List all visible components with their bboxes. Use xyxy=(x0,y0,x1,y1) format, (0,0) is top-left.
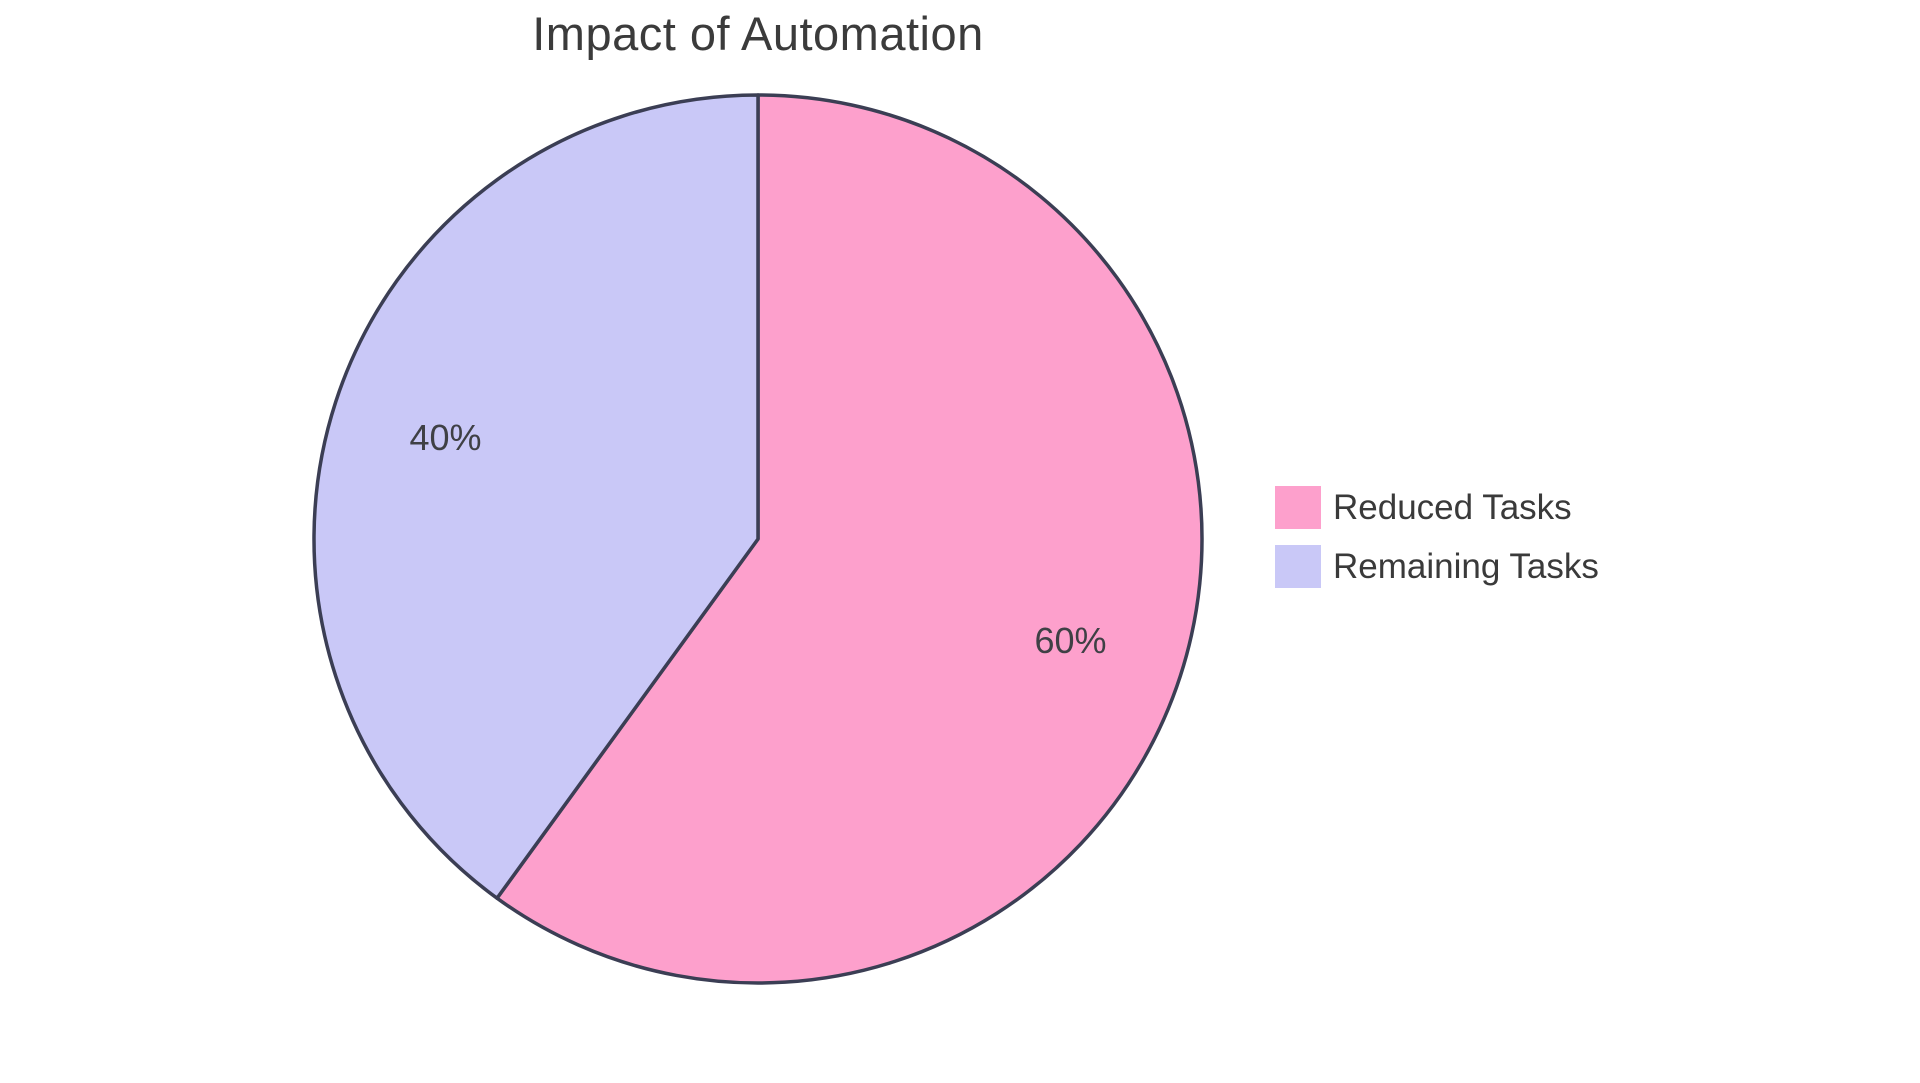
pie-slice-remaining-tasks xyxy=(312,93,760,900)
pie-slice-reduced-tasks xyxy=(495,93,1204,985)
slice-percent-label: 40% xyxy=(409,417,481,458)
slice-percent-label: 60% xyxy=(1034,620,1106,661)
legend: Reduced Tasks Remaining Tasks xyxy=(1275,486,1599,588)
legend-item: Reduced Tasks xyxy=(1275,486,1599,529)
legend-swatch xyxy=(1275,486,1321,529)
legend-swatch xyxy=(1275,545,1321,588)
legend-label: Remaining Tasks xyxy=(1333,546,1599,586)
legend-label: Reduced Tasks xyxy=(1333,487,1572,527)
chart-title: Impact of Automation xyxy=(532,7,984,60)
legend-item: Remaining Tasks xyxy=(1275,545,1599,588)
